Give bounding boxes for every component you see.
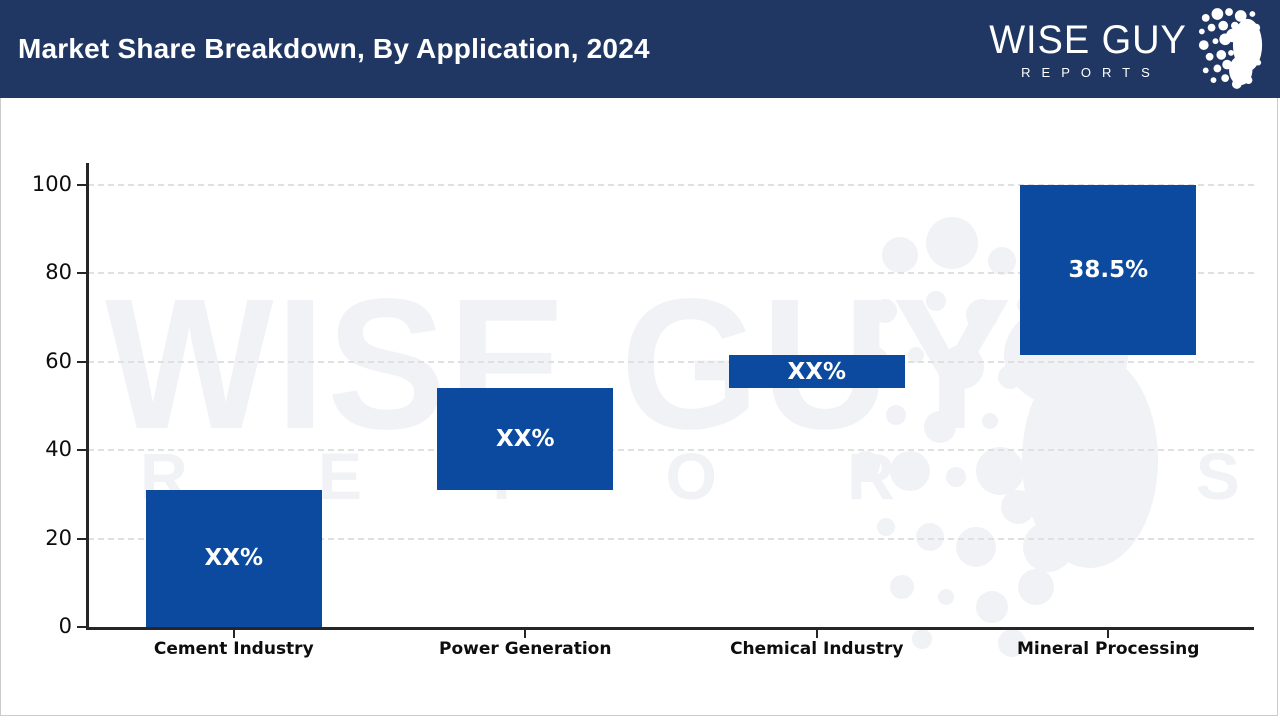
x-category-label-cement-industry: Cement Industry xyxy=(153,639,314,659)
gridline-20 xyxy=(88,537,1254,540)
gridline-100 xyxy=(88,184,1254,186)
y-tick-label-0: 0 xyxy=(58,614,72,638)
logo-face-icon xyxy=(1198,8,1263,89)
logo-text: WISE GUY REPORTS xyxy=(984,20,1192,79)
y-axis-line xyxy=(86,163,89,630)
y-tick-label-100: 100 xyxy=(31,172,72,196)
x-category-label-mineral-processing: Mineral Processing xyxy=(1017,639,1200,659)
bar-power-generation: XX% xyxy=(437,388,614,490)
y-tick-0 xyxy=(77,626,88,628)
y-tick-label-40: 40 xyxy=(45,437,72,462)
wise-guy-logo: WISE GUY REPORTS xyxy=(984,6,1266,92)
bar-mineral-processing: 38.5% xyxy=(1020,185,1197,356)
bar-label-power-generation: XX% xyxy=(495,426,555,453)
y-tick-40 xyxy=(77,449,88,452)
gridline-40 xyxy=(88,449,1254,452)
y-tick-label-20: 20 xyxy=(45,525,72,550)
bar-cement-industry: XX% xyxy=(145,489,322,627)
y-tick-60 xyxy=(77,360,88,363)
x-axis-line xyxy=(86,627,1254,630)
gridline-80 xyxy=(88,272,1254,275)
x-tick-power-generation xyxy=(524,630,527,638)
bar-chemical-industry: XX% xyxy=(728,355,905,389)
x-tick-mineral-processing xyxy=(1107,630,1110,638)
y-tick-label-80: 80 xyxy=(45,260,72,285)
chart-title: Market Share Breakdown, By Application, … xyxy=(18,33,650,64)
logo-reports-text: REPORTS xyxy=(1021,64,1161,80)
x-category-label-chemical-industry: Chemical Industry xyxy=(730,639,904,659)
y-tick-100 xyxy=(77,184,88,186)
x-tick-chemical-industry xyxy=(815,630,818,638)
x-category-label-power-generation: Power Generation xyxy=(439,639,612,659)
bar-label-chemical-industry: XX% xyxy=(787,358,846,385)
y-tick-label-60: 60 xyxy=(45,348,72,373)
logo-wiseguy-text: WISE GUY xyxy=(989,17,1187,62)
bar-label-cement-industry: XX% xyxy=(204,545,263,572)
header-band: Market Share Breakdown, By Application, … xyxy=(0,0,1280,98)
y-tick-20 xyxy=(77,537,88,540)
y-tick-80 xyxy=(77,272,88,275)
x-tick-cement-industry xyxy=(232,630,235,638)
bar-label-mineral-processing: 38.5% xyxy=(1068,257,1149,284)
gridline-60 xyxy=(88,360,1254,363)
